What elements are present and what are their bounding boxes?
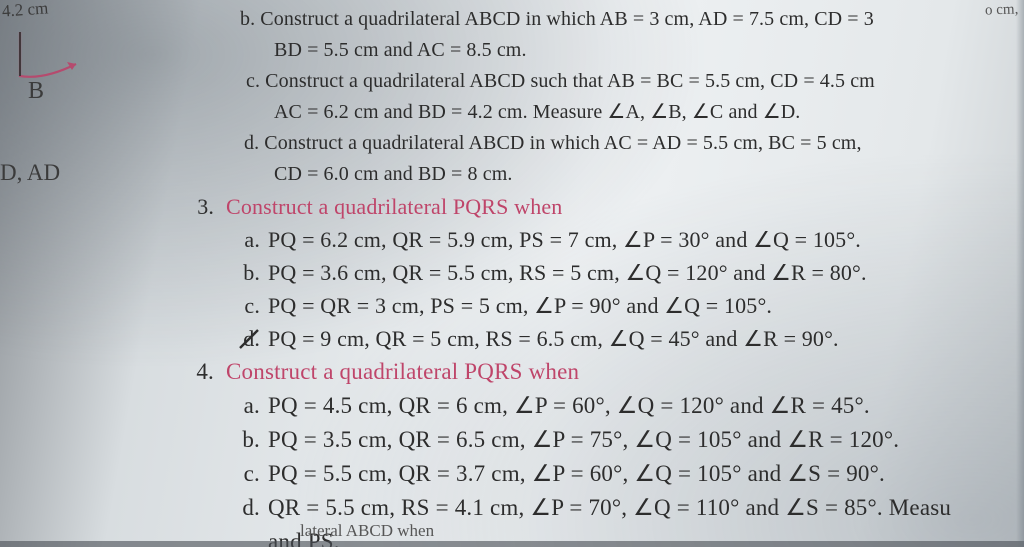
q3-number: 3.: [180, 190, 214, 223]
q2-item-c-line2: AC = 6.2 cm and BD = 4.2 cm. Measure ∠A,…: [60, 97, 994, 128]
q3-b-letter: b.: [238, 256, 260, 289]
strike-mark-icon: [236, 326, 262, 352]
q4-b-letter: b.: [238, 423, 260, 457]
q4-c-text: PQ = 5.5 cm, QR = 3.7 cm, ∠P = 60°, ∠Q =…: [268, 461, 885, 486]
q4-a-letter: a.: [238, 389, 260, 423]
q3-a-letter: a.: [238, 223, 260, 256]
question-4: 4. Construct a quadrilateral PQRS when a.…: [60, 355, 994, 547]
q4-c-letter: c.: [238, 457, 260, 491]
q2-item-c-line1: c. Construct a quadrilateral ABCD such t…: [60, 66, 994, 97]
q3-b-text: PQ = 3.6 cm, QR = 5.5 cm, RS = 5 cm, ∠Q …: [268, 260, 867, 285]
q4-heading: Construct a quadrilateral PQRS when: [226, 359, 579, 384]
q2-item-d-line2: CD = 6.0 cm and BD = 8 cm.: [60, 159, 994, 190]
margin-label-d-ad: D, AD: [0, 160, 60, 186]
page-right-shadow: [1016, 0, 1024, 547]
q4-d-text: QR = 5.5 cm, RS = 4.1 cm, ∠P = 70°, ∠Q =…: [268, 495, 951, 520]
q2-item-b-line1: b. Construct a quadrilateral ABCD in whi…: [60, 4, 994, 35]
bottom-cutoff-text: lateral ABCD when: [300, 521, 434, 541]
q3-c-letter: c.: [238, 289, 260, 322]
q3-d-text: PQ = 9 cm, QR = 5 cm, RS = 6.5 cm, ∠Q = …: [268, 326, 839, 351]
textbook-page: 4.2 cm B D, AD o cm, b. Construct a quad…: [0, 0, 1024, 547]
question-3: 3. Construct a quadrilateral PQRS when a.…: [60, 190, 994, 355]
q2-item-d-line1: d. Construct a quadrilateral ABCD in whi…: [60, 128, 994, 159]
question-2-partial: b. Construct a quadrilateral ABCD in whi…: [60, 4, 994, 190]
margin-dimension-label: 4.2 cm: [1, 0, 49, 22]
q3-a-text: PQ = 6.2 cm, QR = 5.9 cm, PS = 7 cm, ∠P …: [268, 227, 861, 252]
q2-item-b-line2: BD = 5.5 cm and AC = 8.5 cm.: [60, 35, 994, 66]
margin-vertex-b: B: [28, 78, 44, 105]
q4-a-text: PQ = 4.5 cm, QR = 6 cm, ∠P = 60°, ∠Q = 1…: [268, 393, 870, 418]
q4-d-letter: d.: [238, 491, 260, 525]
q4-number: 4.: [180, 355, 214, 389]
q4-b-text: PQ = 3.5 cm, QR = 6.5 cm, ∠P = 75°, ∠Q =…: [268, 427, 899, 452]
q3-heading: Construct a quadrilateral PQRS when: [226, 194, 562, 219]
page-bottom-shadow: [0, 541, 1024, 547]
q3-c-text: PQ = QR = 3 cm, PS = 5 cm, ∠P = 90° and …: [268, 293, 772, 318]
